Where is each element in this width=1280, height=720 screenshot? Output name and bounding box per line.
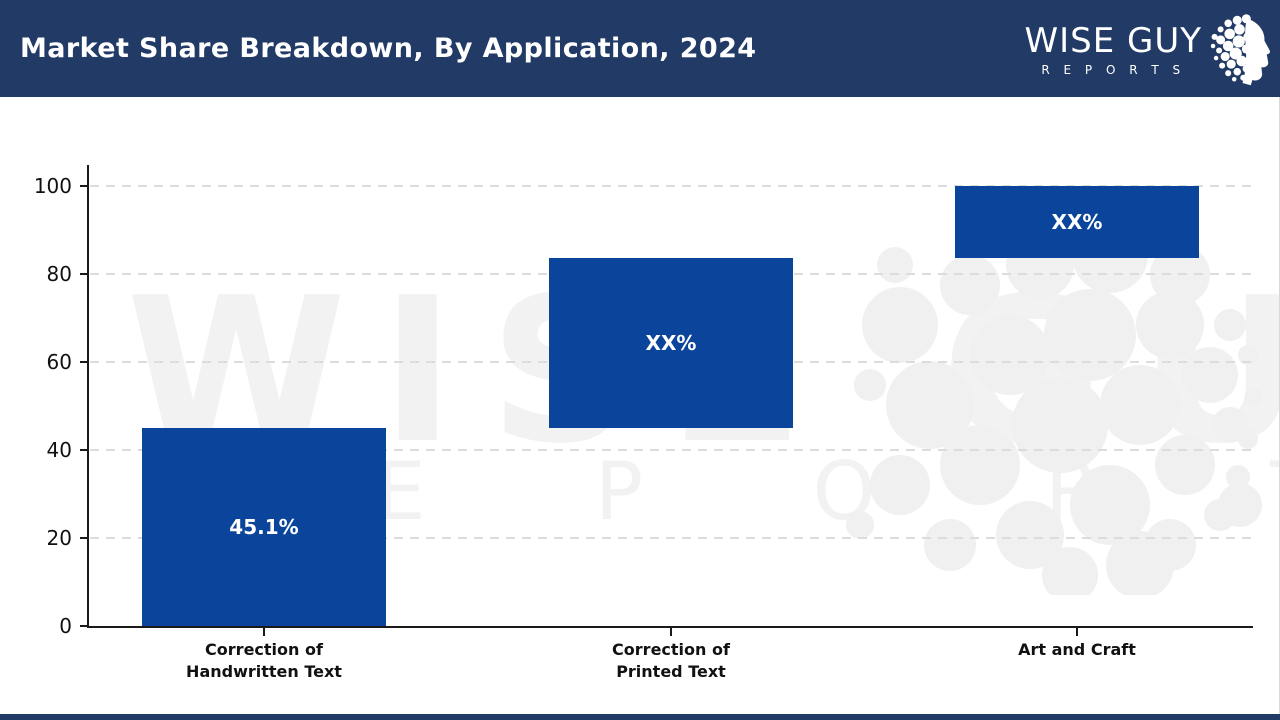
bar-value-label: XX% <box>645 330 697 355</box>
gridline <box>90 537 1253 539</box>
y-tick-label: 40 <box>46 438 72 462</box>
x-tick-mark <box>670 628 672 636</box>
y-tick-label: 60 <box>46 350 72 374</box>
x-category-label-line: Correction of <box>612 640 730 659</box>
x-tick-mark <box>1076 628 1078 636</box>
bar-value-label: 45.1% <box>229 514 299 539</box>
gridline <box>90 449 1253 451</box>
x-category-label-line: Printed Text <box>616 662 726 681</box>
bar-segment <box>142 427 386 626</box>
x-axis-line <box>87 626 1253 628</box>
brand-logo: WISE GUY R E P O R T S <box>1024 4 1272 94</box>
x-category-label-line: Correction of <box>205 640 323 659</box>
bar-segment <box>955 186 1199 259</box>
bar-segment <box>549 258 793 428</box>
y-tick-label: 0 <box>59 614 72 638</box>
logo-reports-label: R E P O R T S <box>1041 63 1186 77</box>
footer-bar <box>0 714 1280 720</box>
y-tick-mark <box>80 361 88 363</box>
x-category-label-line: Handwritten Text <box>186 662 342 681</box>
y-axis-line <box>87 165 89 628</box>
y-tick-mark <box>80 537 88 539</box>
y-tick-mark <box>80 185 88 187</box>
y-tick-mark <box>80 273 88 275</box>
page-title: Market Share Breakdown, By Application, … <box>20 33 757 64</box>
logo-head-icon <box>1210 14 1270 86</box>
bar-value-label: XX% <box>1051 210 1103 235</box>
y-tick-label: 100 <box>33 174 72 198</box>
y-tick-label: 20 <box>46 526 72 550</box>
header: Market Share Breakdown, By Application, … <box>0 0 1280 97</box>
y-tick-label: 80 <box>46 262 72 286</box>
logo-wordmark: WISE GUY <box>1024 21 1202 61</box>
gridline <box>90 185 1253 187</box>
x-category-label: Correction of Printed Text <box>501 639 841 683</box>
x-category-label: Correction of Handwritten Text <box>94 639 434 683</box>
x-category-label-line: Art and Craft <box>1018 640 1136 659</box>
y-tick-mark <box>80 449 88 451</box>
x-category-label: Art and Craft <box>907 639 1247 661</box>
x-tick-mark <box>263 628 265 636</box>
y-tick-mark <box>80 625 88 627</box>
